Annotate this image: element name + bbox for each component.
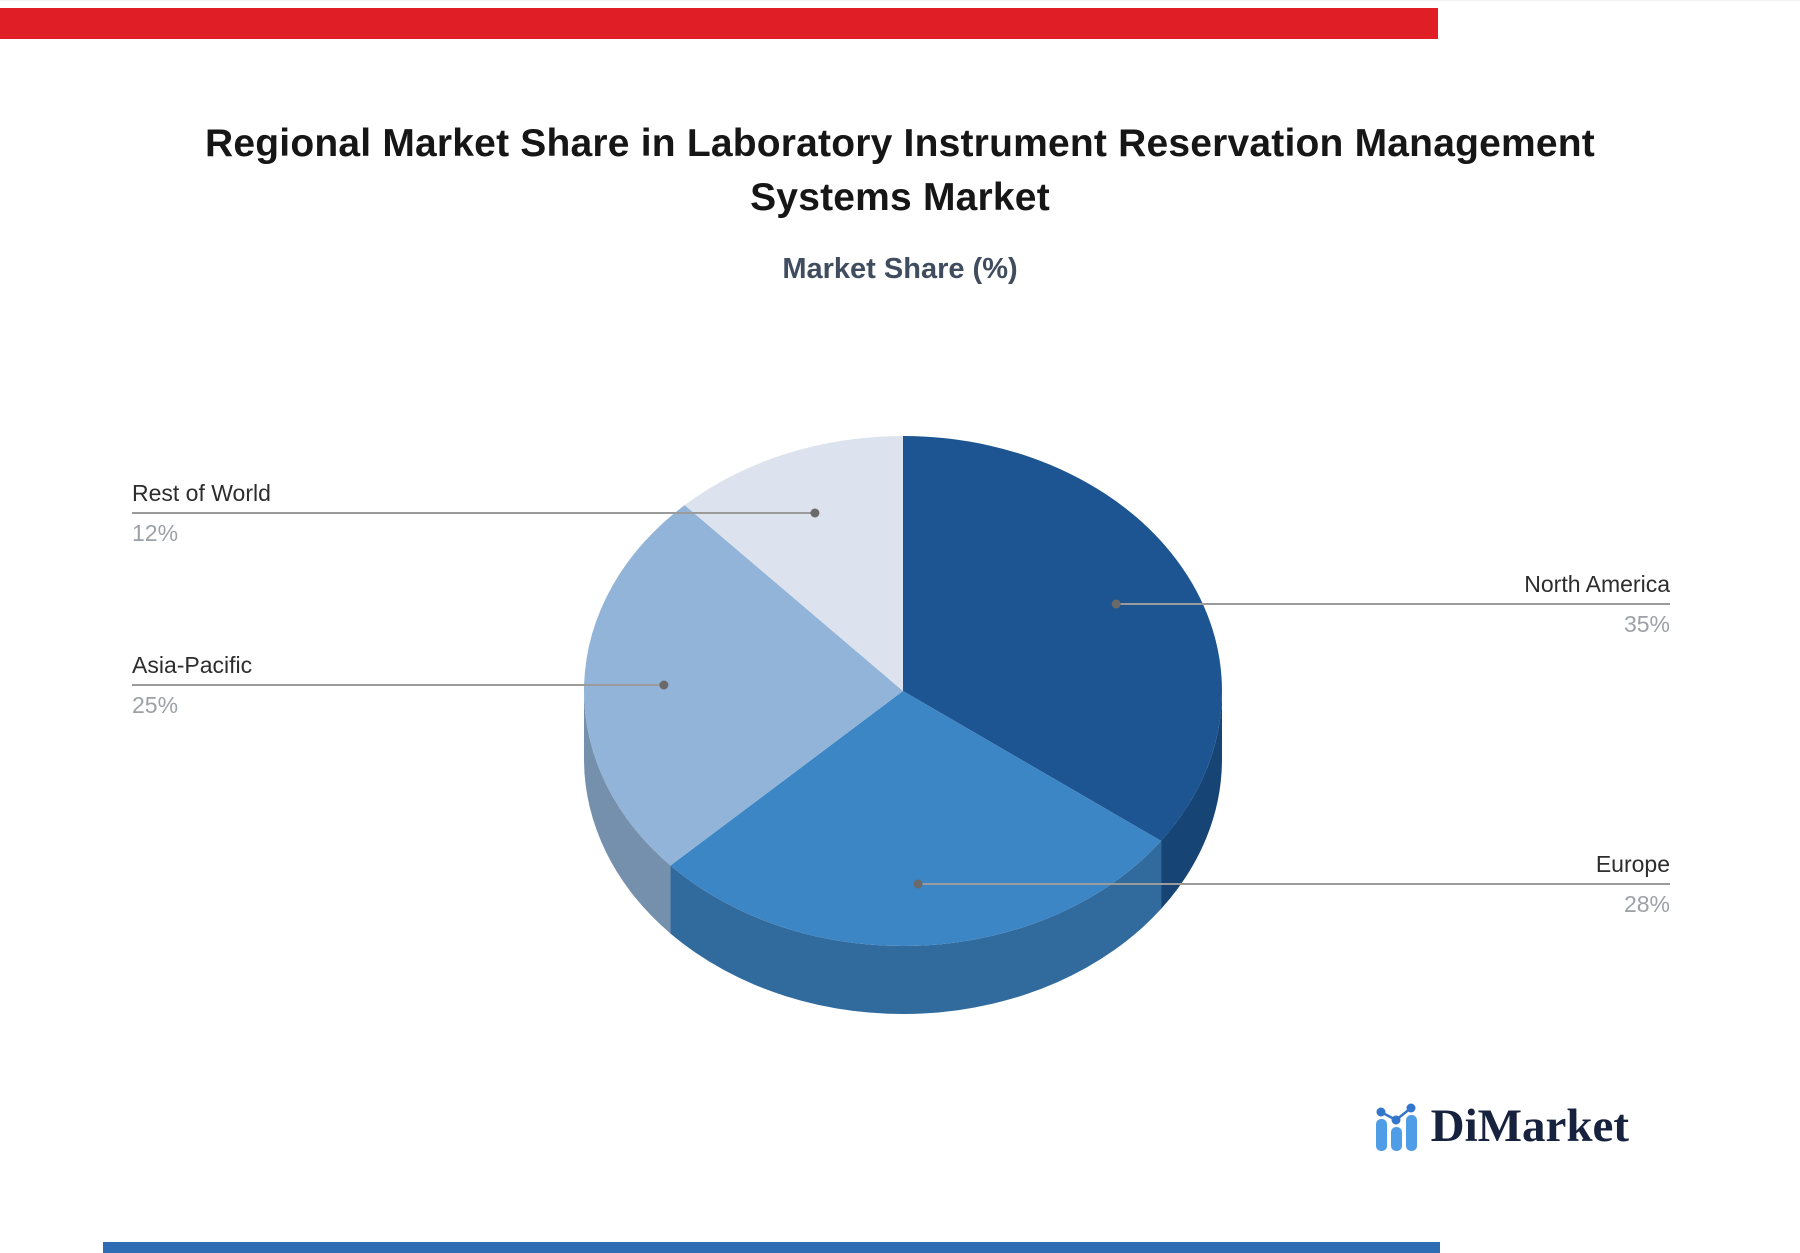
pie-slice-rest-of-world — [684, 436, 903, 691]
slice-label-north-america: North America 35% — [1524, 571, 1670, 638]
pie-slice-asia-pacific — [583, 505, 903, 866]
leader-anchor-dot — [1111, 599, 1121, 609]
logo-dot — [1376, 1107, 1386, 1117]
chart-title: Regional Market Share in Laboratory Inst… — [205, 122, 1595, 219]
slice-label-name: Asia-Pacific — [132, 652, 253, 678]
slice-label-name: North America — [1524, 571, 1670, 597]
logo-dot — [1391, 1115, 1401, 1125]
slice-label-name: Europe — [1595, 851, 1670, 877]
pie-side-asia-pacific — [584, 691, 671, 934]
leader-anchor-dot — [659, 680, 669, 690]
leader-anchor-dot — [810, 508, 820, 518]
slice-label-asia-pacific: Asia-Pacific 25% — [132, 652, 252, 719]
slice-label-name: Rest of World — [132, 480, 271, 506]
dimarket-logo: DiMarket — [1374, 1097, 1629, 1151]
pie-side-north-america — [1161, 691, 1222, 909]
slice-label-value: 28% — [1623, 891, 1670, 917]
pie-slice-europe — [670, 691, 1162, 946]
slice-label-europe: Europe 28% — [1596, 851, 1670, 918]
pie-slice-north-america — [903, 436, 1222, 841]
logo-bar — [1390, 1127, 1402, 1151]
slice-label-value: 35% — [1623, 611, 1670, 637]
top-accent-bar — [0, 8, 1438, 39]
pie-side-europe — [670, 840, 1162, 1015]
logo-dot — [1406, 1103, 1416, 1113]
bottom-accent-bar — [103, 1242, 1440, 1253]
dimarket-logo-icon — [1375, 1103, 1417, 1151]
slice-label-rest-of-world: Rest of World 12% — [132, 480, 271, 547]
leader-anchor-dot — [913, 879, 923, 889]
logo-bar — [1375, 1119, 1387, 1151]
logo-bar — [1405, 1115, 1417, 1151]
dimarket-logo-text: DiMarket — [1430, 1100, 1629, 1152]
chart-subtitle: Market Share (%) — [782, 253, 1018, 285]
slice-label-value: 25% — [132, 692, 179, 718]
slice-label-value: 12% — [132, 520, 179, 546]
